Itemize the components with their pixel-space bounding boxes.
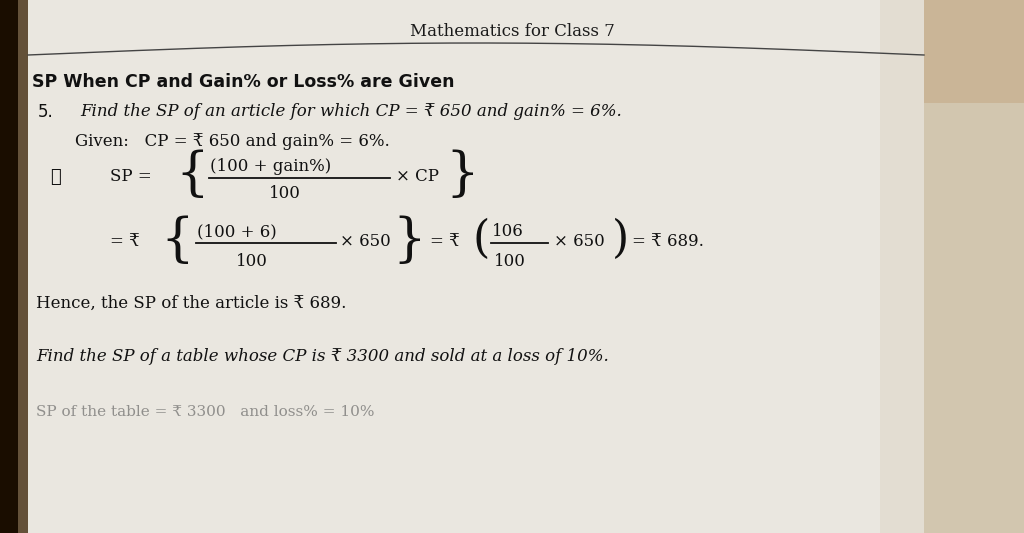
Text: Hence, the SP of the article is ₹ 689.: Hence, the SP of the article is ₹ 689. <box>36 295 346 312</box>
Bar <box>900 0 1024 103</box>
Text: × CP: × CP <box>396 168 439 185</box>
Text: 100: 100 <box>237 253 268 270</box>
Text: }: } <box>445 149 478 200</box>
Bar <box>18 0 28 533</box>
Text: × 650: × 650 <box>554 233 605 250</box>
Text: Mathematics for Class 7: Mathematics for Class 7 <box>410 23 614 40</box>
Bar <box>880 0 1024 533</box>
Text: 5.: 5. <box>38 103 53 121</box>
Text: {: { <box>160 214 194 265</box>
Text: = ₹ 689.: = ₹ 689. <box>632 233 703 250</box>
Text: }: } <box>392 214 426 265</box>
Text: ): ) <box>612 217 630 261</box>
Text: 100: 100 <box>494 253 526 270</box>
Text: = ₹: = ₹ <box>430 233 460 250</box>
Text: ∴: ∴ <box>50 168 60 186</box>
Bar <box>0 0 18 533</box>
Bar <box>28 0 924 533</box>
Text: SP of the table = ₹ 3300   and loss% = 10%: SP of the table = ₹ 3300 and loss% = 10% <box>36 405 375 419</box>
Text: SP When CP and Gain% or Loss% are Given: SP When CP and Gain% or Loss% are Given <box>32 73 455 91</box>
Text: {: { <box>175 149 209 200</box>
Text: = ₹: = ₹ <box>110 233 139 250</box>
Text: (100 + 6): (100 + 6) <box>197 223 276 240</box>
Text: × 650: × 650 <box>340 233 391 250</box>
Text: SP =: SP = <box>110 168 152 185</box>
Text: Find the SP of an article for which CP = ₹ 650 and gain% = 6%.: Find the SP of an article for which CP =… <box>80 103 622 120</box>
Text: 106: 106 <box>492 223 523 240</box>
Text: 100: 100 <box>269 185 301 202</box>
Text: (: ( <box>472 217 489 261</box>
Text: Given:   CP = ₹ 650 and gain% = 6%.: Given: CP = ₹ 650 and gain% = 6%. <box>75 133 390 150</box>
Text: Find the SP of a table whose CP is ₹ 3300 and sold at a loss of 10%.: Find the SP of a table whose CP is ₹ 330… <box>36 348 608 365</box>
Text: (100 + gain%): (100 + gain%) <box>210 158 331 175</box>
